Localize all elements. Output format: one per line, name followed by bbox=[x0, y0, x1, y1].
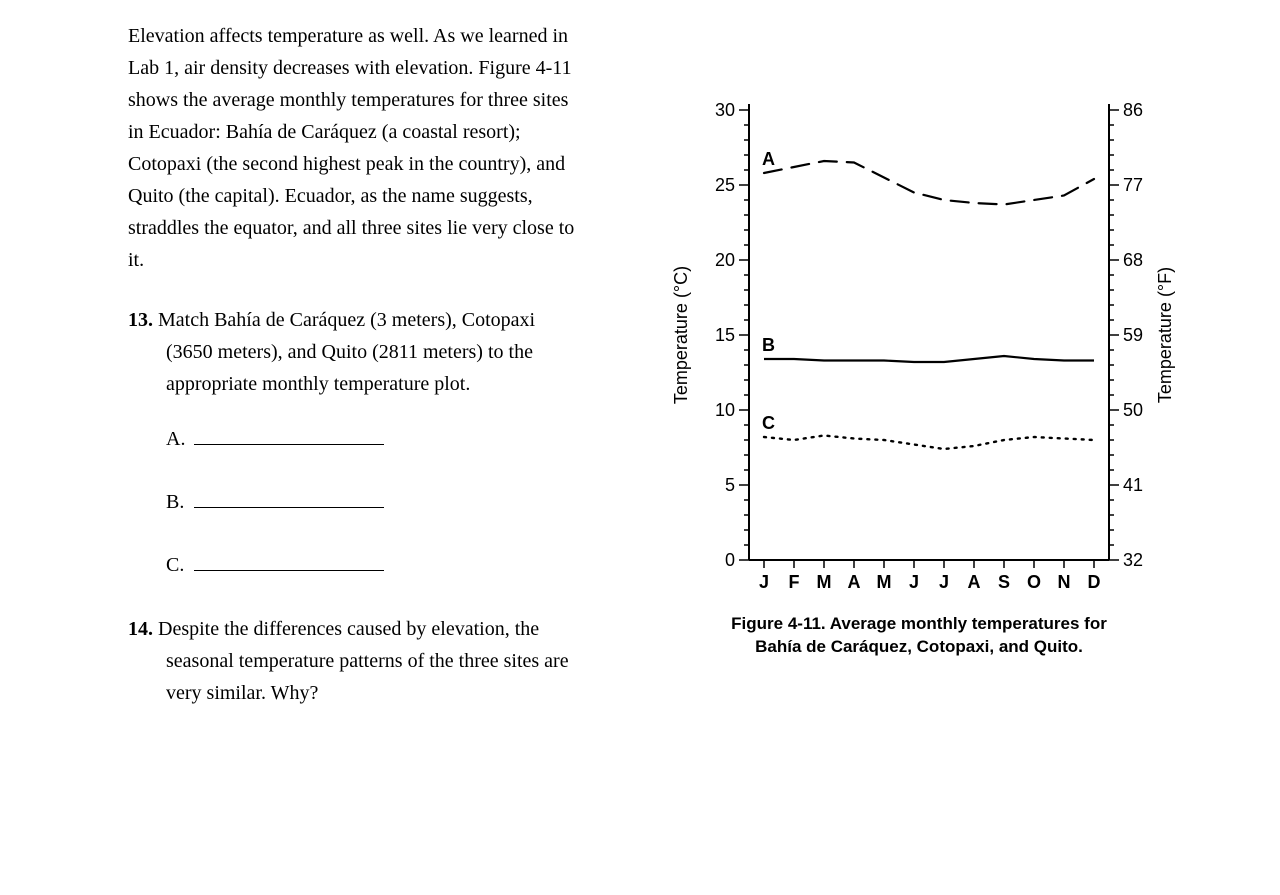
question-14: 14. Despite the differences caused by el… bbox=[128, 613, 578, 709]
intro-paragraph: Elevation affects temperature as well. A… bbox=[128, 20, 578, 276]
svg-text:59: 59 bbox=[1123, 325, 1143, 345]
q14-number: 14. bbox=[128, 618, 153, 640]
q14-text: Despite the differences caused by elevat… bbox=[158, 618, 569, 704]
answer-c-blank[interactable] bbox=[194, 550, 384, 571]
svg-text:30: 30 bbox=[715, 100, 735, 120]
svg-text:A: A bbox=[968, 572, 981, 592]
answer-line-a: A. bbox=[166, 424, 578, 451]
svg-text:86: 86 bbox=[1123, 100, 1143, 120]
svg-text:M: M bbox=[877, 572, 892, 592]
figure-caption: Figure 4-11. Average monthly temperature… bbox=[639, 613, 1199, 659]
figure-4-11: 05101520253032415059687786JFMAMJJASONDTe… bbox=[639, 80, 1199, 659]
svg-text:J: J bbox=[939, 572, 949, 592]
svg-text:S: S bbox=[998, 572, 1010, 592]
svg-text:15: 15 bbox=[715, 325, 735, 345]
svg-text:68: 68 bbox=[1123, 250, 1143, 270]
svg-text:20: 20 bbox=[715, 250, 735, 270]
svg-text:M: M bbox=[817, 572, 832, 592]
answer-c-label: C. bbox=[166, 554, 190, 577]
answer-b-blank[interactable] bbox=[194, 487, 384, 508]
temperature-chart: 05101520253032415059687786JFMAMJJASONDTe… bbox=[639, 80, 1199, 600]
page: Elevation affects temperature as well. A… bbox=[0, 0, 1280, 895]
answer-line-b: B. bbox=[166, 487, 578, 514]
svg-text:O: O bbox=[1027, 572, 1041, 592]
answer-a-blank[interactable] bbox=[194, 424, 384, 445]
svg-text:Temperature (°F): Temperature (°F) bbox=[1155, 267, 1175, 403]
svg-text:5: 5 bbox=[725, 475, 735, 495]
svg-text:25: 25 bbox=[715, 175, 735, 195]
svg-text:A: A bbox=[762, 149, 775, 169]
svg-text:N: N bbox=[1058, 572, 1071, 592]
answer-line-c: C. bbox=[166, 550, 578, 577]
svg-text:50: 50 bbox=[1123, 400, 1143, 420]
left-column: Elevation affects temperature as well. A… bbox=[128, 20, 598, 875]
svg-text:10: 10 bbox=[715, 400, 735, 420]
svg-text:D: D bbox=[1088, 572, 1101, 592]
q13-answer-block: A. B. C. bbox=[128, 424, 578, 577]
svg-text:Temperature (°C): Temperature (°C) bbox=[671, 266, 691, 404]
svg-text:0: 0 bbox=[725, 550, 735, 570]
svg-text:A: A bbox=[848, 572, 861, 592]
svg-text:J: J bbox=[759, 572, 769, 592]
q13-text: Match Bahía de Caráquez (3 meters), Coto… bbox=[158, 309, 535, 395]
svg-text:41: 41 bbox=[1123, 475, 1143, 495]
figure-caption-line2: Bahía de Caráquez, Cotopaxi, and Quito. bbox=[755, 637, 1083, 656]
q13-number: 13. bbox=[128, 309, 153, 331]
svg-text:77: 77 bbox=[1123, 175, 1143, 195]
question-13: 13. Match Bahía de Caráquez (3 meters), … bbox=[128, 304, 578, 577]
answer-b-label: B. bbox=[166, 491, 190, 514]
svg-text:C: C bbox=[762, 413, 775, 433]
right-column: 05101520253032415059687786JFMAMJJASONDTe… bbox=[598, 20, 1240, 875]
svg-text:F: F bbox=[789, 572, 800, 592]
answer-a-label: A. bbox=[166, 428, 190, 451]
svg-text:B: B bbox=[762, 335, 775, 355]
svg-text:32: 32 bbox=[1123, 550, 1143, 570]
svg-text:J: J bbox=[909, 572, 919, 592]
figure-caption-line1: Figure 4-11. Average monthly temperature… bbox=[731, 614, 1107, 633]
